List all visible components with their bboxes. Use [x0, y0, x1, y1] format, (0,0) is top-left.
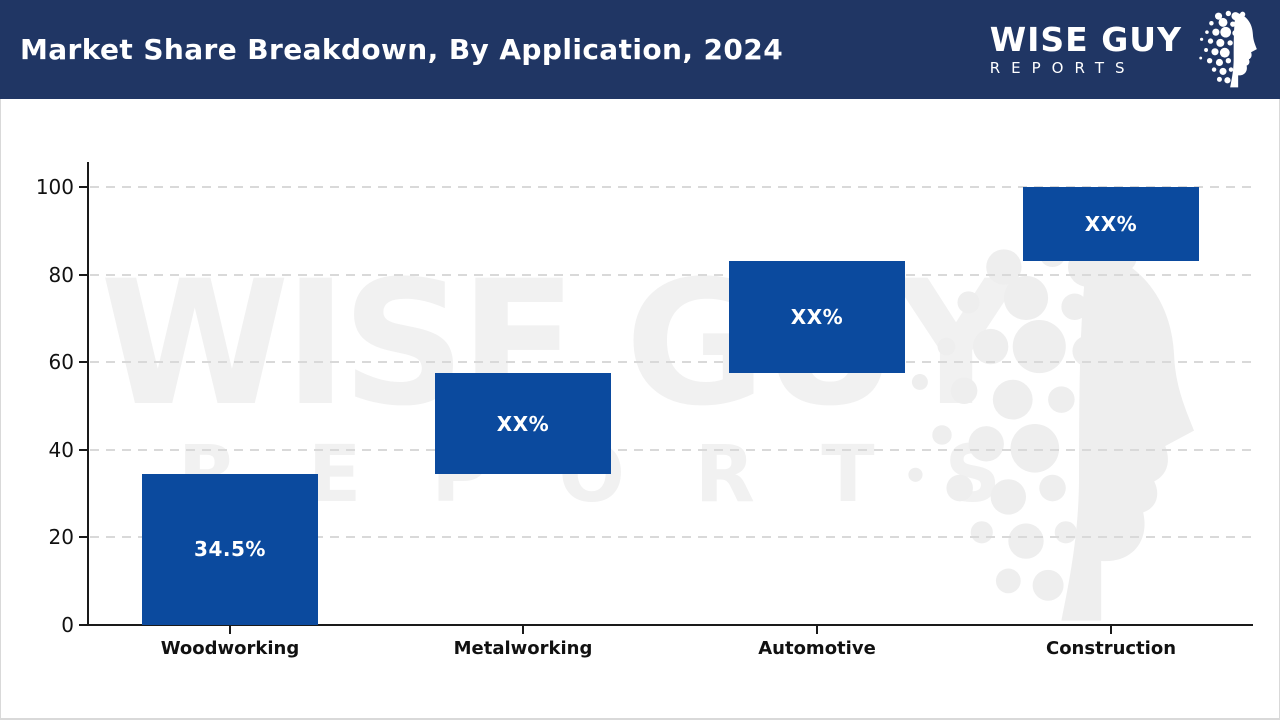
- logo-reports: REPORTS: [989, 59, 1136, 77]
- y-axis-label: 100: [35, 175, 74, 199]
- logo-wordmark: WISE GUY: [989, 20, 1182, 59]
- y-axis-tick: [79, 273, 87, 276]
- y-axis-label: 60: [48, 350, 74, 375]
- y-axis-label: 0: [61, 613, 74, 637]
- bar-metalworking: XX%: [435, 373, 611, 474]
- y-axis-label: 20: [48, 525, 74, 550]
- y-axis: [87, 162, 89, 626]
- gridline: [90, 448, 1253, 451]
- bar-value-label: XX%: [790, 305, 844, 330]
- category-label: Automotive: [758, 638, 876, 659]
- page-border-bottom: [0, 718, 1280, 720]
- y-axis-tick: [79, 361, 87, 364]
- y-axis-tick: [79, 536, 87, 539]
- gridline: [90, 361, 1253, 364]
- category-label: Metalworking: [453, 638, 593, 659]
- logo-text: WISE GUY REPORTS: [990, 23, 1182, 76]
- x-axis-tick: [816, 626, 818, 634]
- y-axis-tick: [79, 624, 87, 626]
- bar-value-label: XX%: [1084, 212, 1138, 237]
- page-title: Market Share Breakdown, By Application, …: [20, 33, 784, 66]
- x-axis: [87, 624, 1253, 626]
- header-bar: Market Share Breakdown, By Application, …: [0, 0, 1280, 99]
- bar-automotive: XX%: [729, 261, 905, 374]
- y-axis-tick: [79, 448, 87, 451]
- logo: WISE GUY REPORTS: [990, 9, 1258, 91]
- gridline: [90, 536, 1253, 539]
- category-label: Construction: [1045, 638, 1177, 659]
- x-axis-tick: [522, 626, 524, 634]
- category-label: Woodworking: [160, 638, 300, 659]
- gridline: [90, 273, 1253, 276]
- bar-value-label: XX%: [496, 411, 550, 436]
- bar-construction: XX%: [1023, 187, 1199, 262]
- y-axis-label: 40: [48, 437, 74, 462]
- x-axis-tick: [229, 626, 231, 634]
- y-axis-tick: [79, 186, 87, 188]
- bar-woodworking: 34.5%: [142, 473, 318, 625]
- page-border-left: [0, 99, 1, 720]
- bar-value-label: 34.5%: [194, 537, 266, 562]
- x-axis-tick: [1110, 626, 1112, 634]
- wise-guy-head-icon: [1199, 10, 1257, 87]
- y-axis-label: 80: [48, 262, 74, 287]
- gridline: [90, 186, 1253, 188]
